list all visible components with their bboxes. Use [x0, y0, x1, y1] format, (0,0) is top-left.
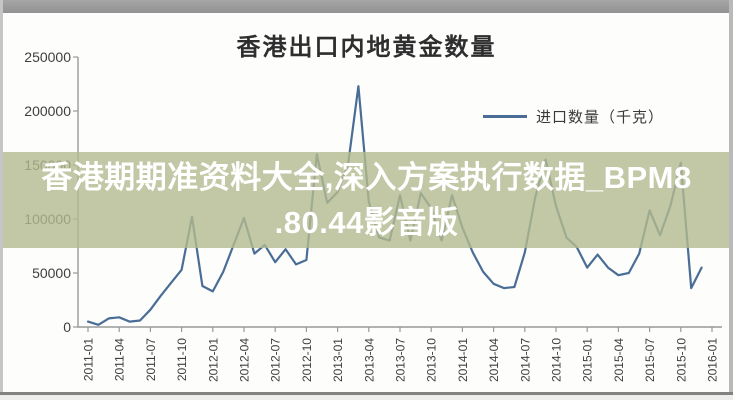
- x-tick-label: 2013-10: [425, 338, 439, 382]
- x-tick-label: 2014-07: [518, 338, 532, 382]
- watermark-text-line2: .80.44影音版: [274, 205, 459, 240]
- x-tick-label: 2012-07: [269, 338, 283, 382]
- window-top-bar: [0, 0, 733, 13]
- y-tick-label: 200000: [24, 103, 71, 119]
- y-tick-label: 0: [63, 319, 71, 335]
- legend-label: 进口数量（千克）: [536, 109, 665, 126]
- bottom-margin: [0, 395, 733, 400]
- y-tick-label: 250000: [24, 49, 71, 65]
- legend-line-swatch: [483, 115, 527, 118]
- right-border: [729, 0, 733, 400]
- x-tick-label: 2011-01: [82, 338, 96, 381]
- x-tick-label: 2015-07: [643, 338, 657, 382]
- chart-legend: 进口数量（千克）: [483, 106, 664, 127]
- x-tick-label: 2015-04: [612, 338, 626, 382]
- x-tick-label: 2011-04: [113, 338, 127, 381]
- y-tick-label: 50000: [32, 265, 71, 281]
- left-border: [0, 0, 3, 400]
- x-tick-label: 2011-10: [175, 338, 189, 381]
- x-tick-label: 2015-10: [674, 338, 688, 382]
- x-tick-label: 2012-10: [300, 338, 314, 382]
- x-tick-label: 2015-01: [581, 338, 595, 382]
- x-tick-label: 2016-01: [706, 338, 720, 382]
- x-tick-label: 2014-10: [550, 338, 564, 382]
- watermark-text-line1: 香港期期准资料大全,深入方案执行数据_BPM8: [41, 160, 692, 195]
- chart-title: 香港出口内地黄金数量: [236, 35, 497, 61]
- x-tick-label: 2014-04: [487, 338, 501, 382]
- x-tick-label: 2014-01: [456, 338, 470, 382]
- x-tick-label: 2012-04: [238, 338, 252, 382]
- bottom-frame-line: [0, 392, 733, 395]
- x-tick-label: 2013-04: [362, 338, 376, 382]
- x-tick-label: 2011-07: [144, 338, 158, 381]
- x-tick-label: 2012-01: [206, 338, 220, 382]
- x-tick-label: 2013-01: [331, 338, 345, 382]
- watermark-overlay-band: 香港期期准资料大全,深入方案执行数据_BPM8 .80.44影音版: [0, 152, 733, 248]
- x-tick-label: 2013-07: [394, 338, 408, 382]
